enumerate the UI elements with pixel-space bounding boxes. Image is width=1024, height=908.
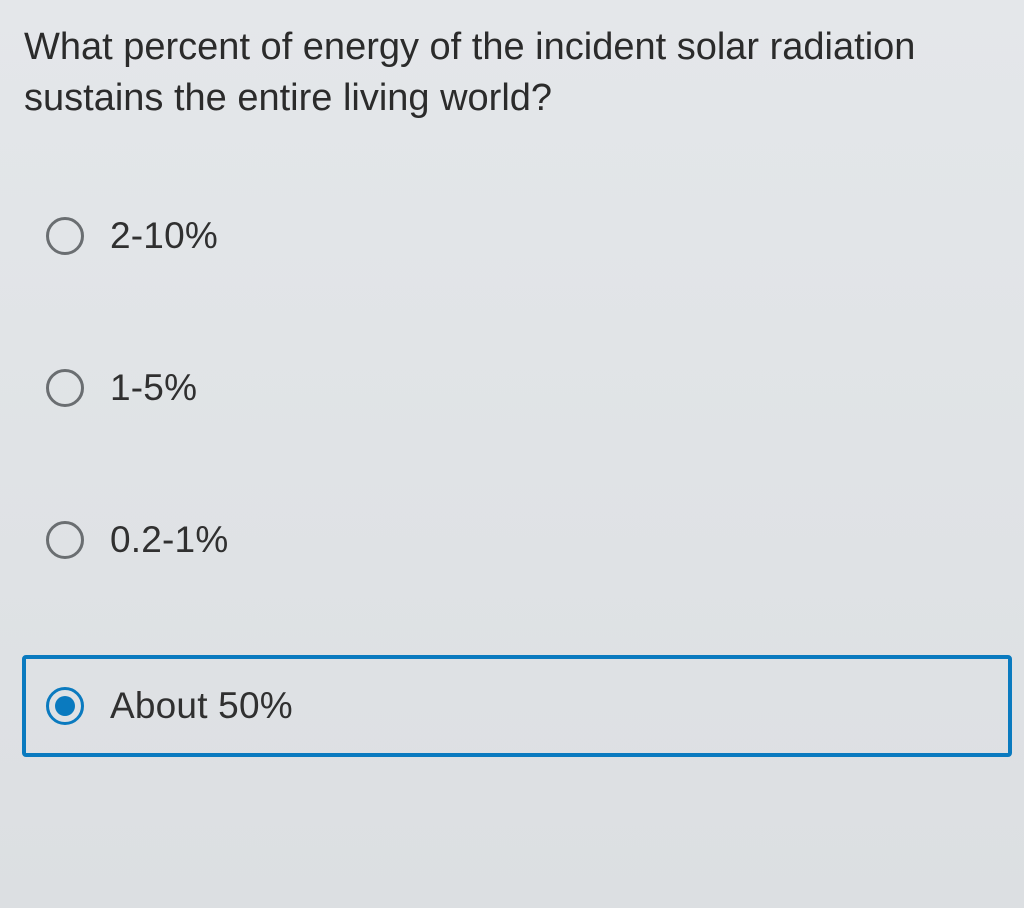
options-list: 2-10% 1-5% 0.2-1% About 50% bbox=[24, 215, 1000, 757]
option-1[interactable]: 1-5% bbox=[46, 367, 1000, 409]
radio-icon bbox=[46, 217, 84, 255]
option-label: 1-5% bbox=[110, 367, 197, 409]
option-2[interactable]: 0.2-1% bbox=[46, 519, 1000, 561]
question-text: What percent of energy of the incident s… bbox=[24, 22, 1000, 125]
option-label: About 50% bbox=[110, 685, 293, 727]
radio-dot-icon bbox=[55, 696, 75, 716]
radio-icon bbox=[46, 369, 84, 407]
quiz-container: What percent of energy of the incident s… bbox=[0, 0, 1024, 908]
option-3[interactable]: About 50% bbox=[22, 655, 1012, 757]
option-label: 0.2-1% bbox=[110, 519, 228, 561]
radio-icon bbox=[46, 521, 84, 559]
option-0[interactable]: 2-10% bbox=[46, 215, 1000, 257]
option-label: 2-10% bbox=[110, 215, 218, 257]
radio-icon-selected bbox=[46, 687, 84, 725]
